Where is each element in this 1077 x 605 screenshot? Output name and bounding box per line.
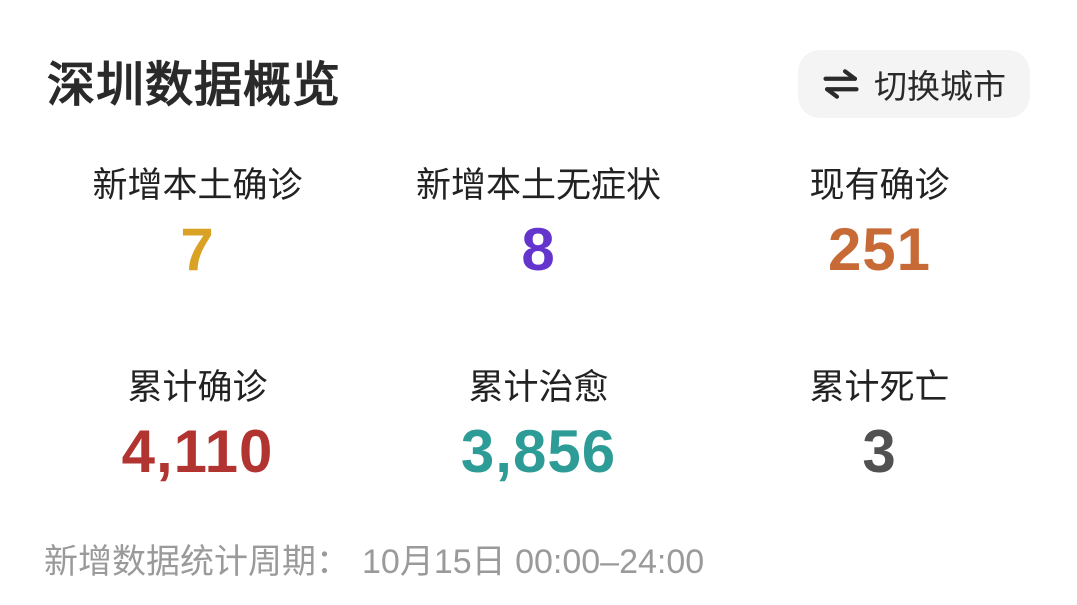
switch-city-button[interactable]: 切换城市 [798, 50, 1030, 118]
stat-value: 251 [827, 216, 932, 283]
swap-arrows-icon [822, 67, 860, 101]
stat-label: 累计确诊 [127, 368, 268, 407]
data-period-note: 新增数据统计周期： 10月15日 00:00–24:00 [44, 542, 1030, 582]
stat-value: 7 [180, 216, 215, 283]
period-value: 10月15日 00:00–24:00 [362, 543, 705, 581]
page-title: 深圳数据概览 [47, 59, 342, 112]
stat-label: 新增本土无症状 [415, 166, 661, 205]
period-label: 新增数据统计周期： [44, 543, 350, 581]
stat-label: 现有确诊 [809, 166, 950, 205]
stat-cumulative-confirmed: 累计确诊 4,110 [27, 366, 368, 488]
header: 深圳数据概览 切换城市 [47, 0, 1030, 118]
stat-cumulative-cured: 累计治愈 3,856 [368, 366, 709, 488]
stat-new-local-confirmed: 新增本土确诊 7 [27, 164, 368, 286]
stat-cumulative-deaths: 累计死亡 3 [709, 366, 1050, 488]
stat-current-confirmed: 现有确诊 251 [709, 164, 1050, 286]
stat-new-local-asymptomatic: 新增本土无症状 8 [368, 164, 709, 286]
stat-value: 3 [862, 418, 897, 485]
stat-value: 8 [521, 216, 556, 283]
switch-city-label: 切换城市 [874, 68, 1006, 105]
stats-grid: 新增本土确诊 7 新增本土无症状 8 现有确诊 251 累计确诊 4,110 累… [27, 164, 1050, 488]
stat-value: 3,856 [460, 418, 617, 485]
stat-label: 累计死亡 [809, 368, 950, 407]
stat-value: 4,110 [121, 418, 274, 485]
stat-label: 累计治愈 [468, 368, 609, 407]
stat-label: 新增本土确诊 [92, 166, 303, 205]
